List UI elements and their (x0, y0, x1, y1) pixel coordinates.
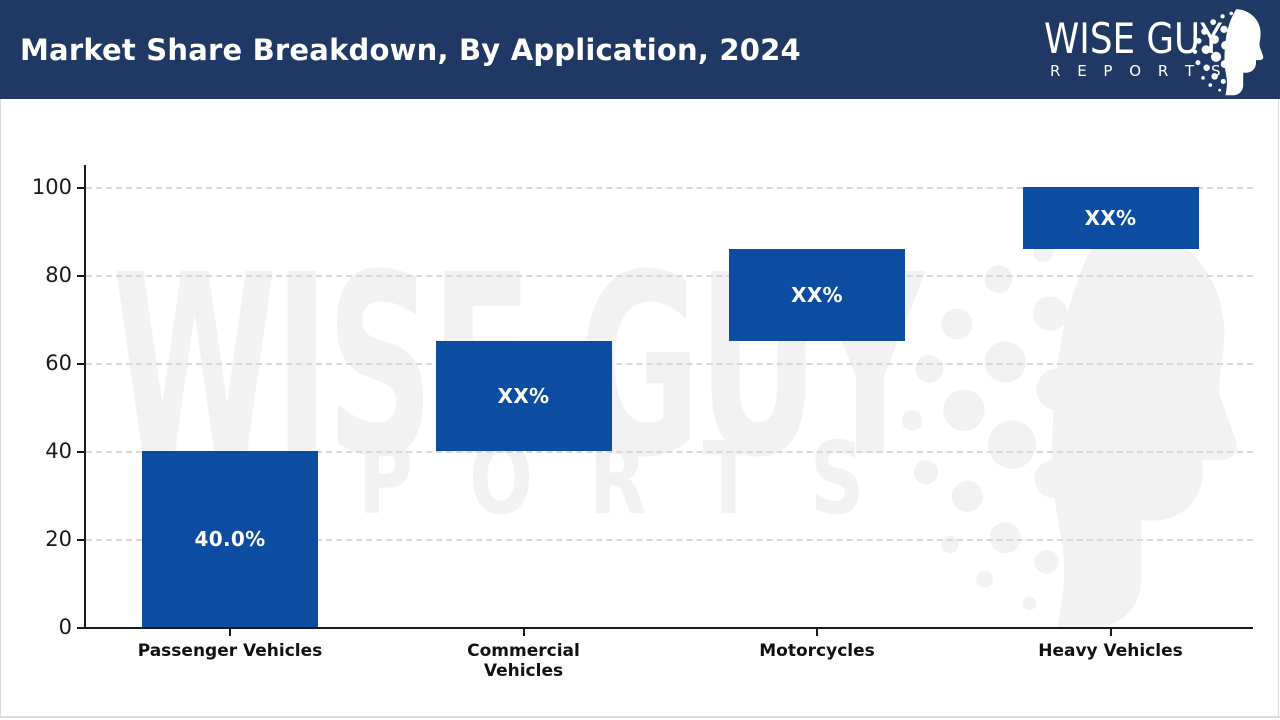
bar-value-label: 40.0% (194, 527, 266, 551)
bar: XX% (1022, 187, 1199, 249)
x-axis (84, 627, 1253, 629)
bar-value-label: XX% (791, 282, 843, 307)
watermark-face-icon (901, 217, 1237, 628)
bar: 40.0% (142, 451, 318, 627)
bar: XX% (729, 248, 905, 341)
page-border-bottom (0, 716, 1280, 718)
y-tick-label: 60 (45, 351, 72, 375)
brand-face-icon (1192, 9, 1264, 96)
y-tick-mark (77, 627, 84, 629)
y-tick-label: 40 (45, 439, 72, 463)
bar-value-label: XX% (1084, 205, 1137, 230)
x-tick-mark (816, 629, 818, 636)
y-tick-mark (77, 363, 84, 365)
brand-wordmark: WISE GUY (1044, 14, 1222, 63)
x-tick-label: Motorcycles (759, 641, 875, 661)
x-tick-mark (522, 629, 525, 636)
y-tick-mark (77, 275, 84, 277)
gridline (86, 539, 1253, 541)
brand-tagline: R E P O R T S (1050, 62, 1227, 80)
brand-logo: WISE GUY R E P O R T S (1010, 4, 1270, 96)
x-tick-label: Heavy Vehicles (1038, 641, 1183, 661)
x-tick-mark (229, 629, 231, 636)
page-border-right (1278, 99, 1279, 717)
x-tick-label: Passenger Vehicles (137, 641, 323, 661)
y-tick-mark (77, 451, 84, 453)
y-tick-mark (77, 187, 84, 189)
header: Market Share Breakdown, By Application, … (0, 0, 1280, 99)
y-tick-label: 0 (58, 615, 72, 639)
x-tick-mark (1109, 629, 1112, 636)
chart-area: WISE GUY P O R T S 0 20 40 60 80 100 40.0% XX% X… (0, 99, 1280, 720)
bar: XX% (435, 341, 612, 451)
y-tick-mark (77, 539, 84, 541)
bar-value-label: XX% (497, 384, 550, 408)
y-tick-label: 80 (45, 263, 72, 287)
gridline (86, 363, 1253, 365)
y-tick-label: 20 (45, 527, 72, 551)
page-border-left (0, 99, 1, 717)
x-tick-label: Commercial Vehicles (467, 641, 580, 681)
y-axis (84, 165, 86, 629)
page-title: Market Share Breakdown, By Application, … (20, 33, 801, 67)
gridline (86, 451, 1253, 453)
gridline (86, 187, 1253, 189)
gridline (86, 275, 1253, 277)
y-tick-label: 100 (31, 175, 72, 199)
